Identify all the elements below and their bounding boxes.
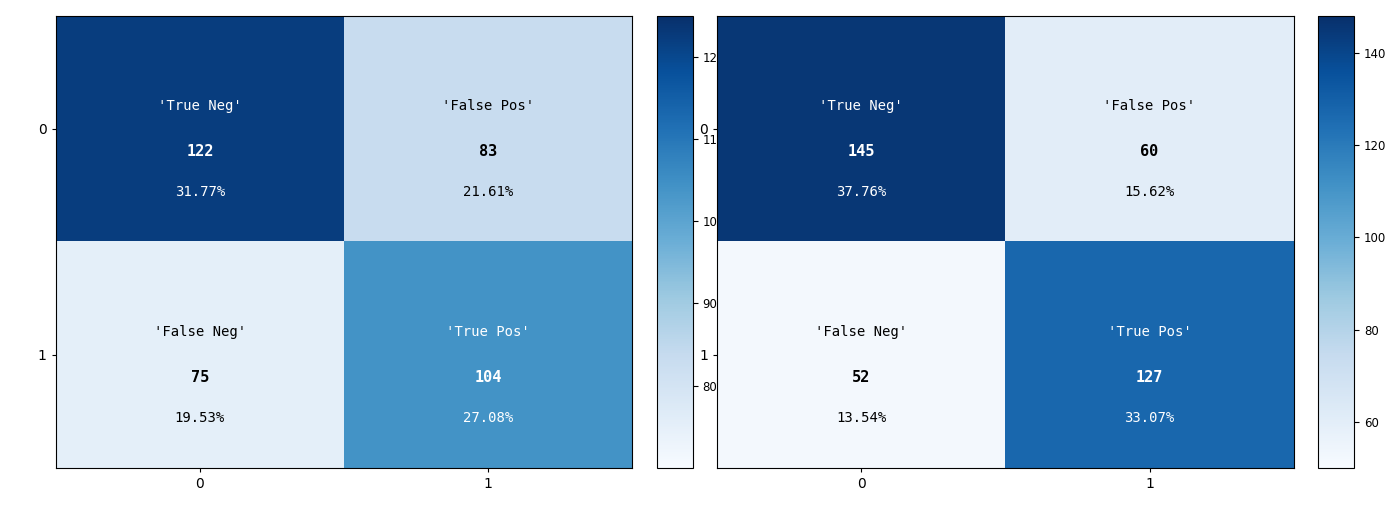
Text: 127: 127: [1136, 370, 1163, 385]
Text: 83: 83: [479, 144, 497, 159]
Text: 13.54%: 13.54%: [836, 411, 886, 425]
Text: 21.61%: 21.61%: [463, 185, 514, 199]
Text: 19.53%: 19.53%: [174, 411, 225, 425]
Text: 52: 52: [852, 370, 871, 385]
Text: 60: 60: [1141, 144, 1159, 159]
Text: 'False Pos': 'False Pos': [443, 99, 535, 113]
Text: 'False Neg': 'False Neg': [154, 326, 246, 339]
Text: 'False Pos': 'False Pos': [1103, 99, 1195, 113]
Text: 'True Neg': 'True Neg': [158, 99, 242, 113]
Text: 37.76%: 37.76%: [836, 185, 886, 199]
Text: 75: 75: [191, 370, 209, 385]
Text: 'False Neg': 'False Neg': [815, 326, 907, 339]
Text: 122: 122: [186, 144, 214, 159]
Text: 27.08%: 27.08%: [463, 411, 514, 425]
Text: 15.62%: 15.62%: [1124, 185, 1174, 199]
Text: 104: 104: [475, 370, 501, 385]
Text: 145: 145: [847, 144, 875, 159]
Text: 'True Pos': 'True Pos': [1107, 326, 1191, 339]
Text: 33.07%: 33.07%: [1124, 411, 1174, 425]
Text: 31.77%: 31.77%: [174, 185, 225, 199]
Text: 'True Pos': 'True Pos': [447, 326, 530, 339]
Text: 'True Neg': 'True Neg': [819, 99, 903, 113]
